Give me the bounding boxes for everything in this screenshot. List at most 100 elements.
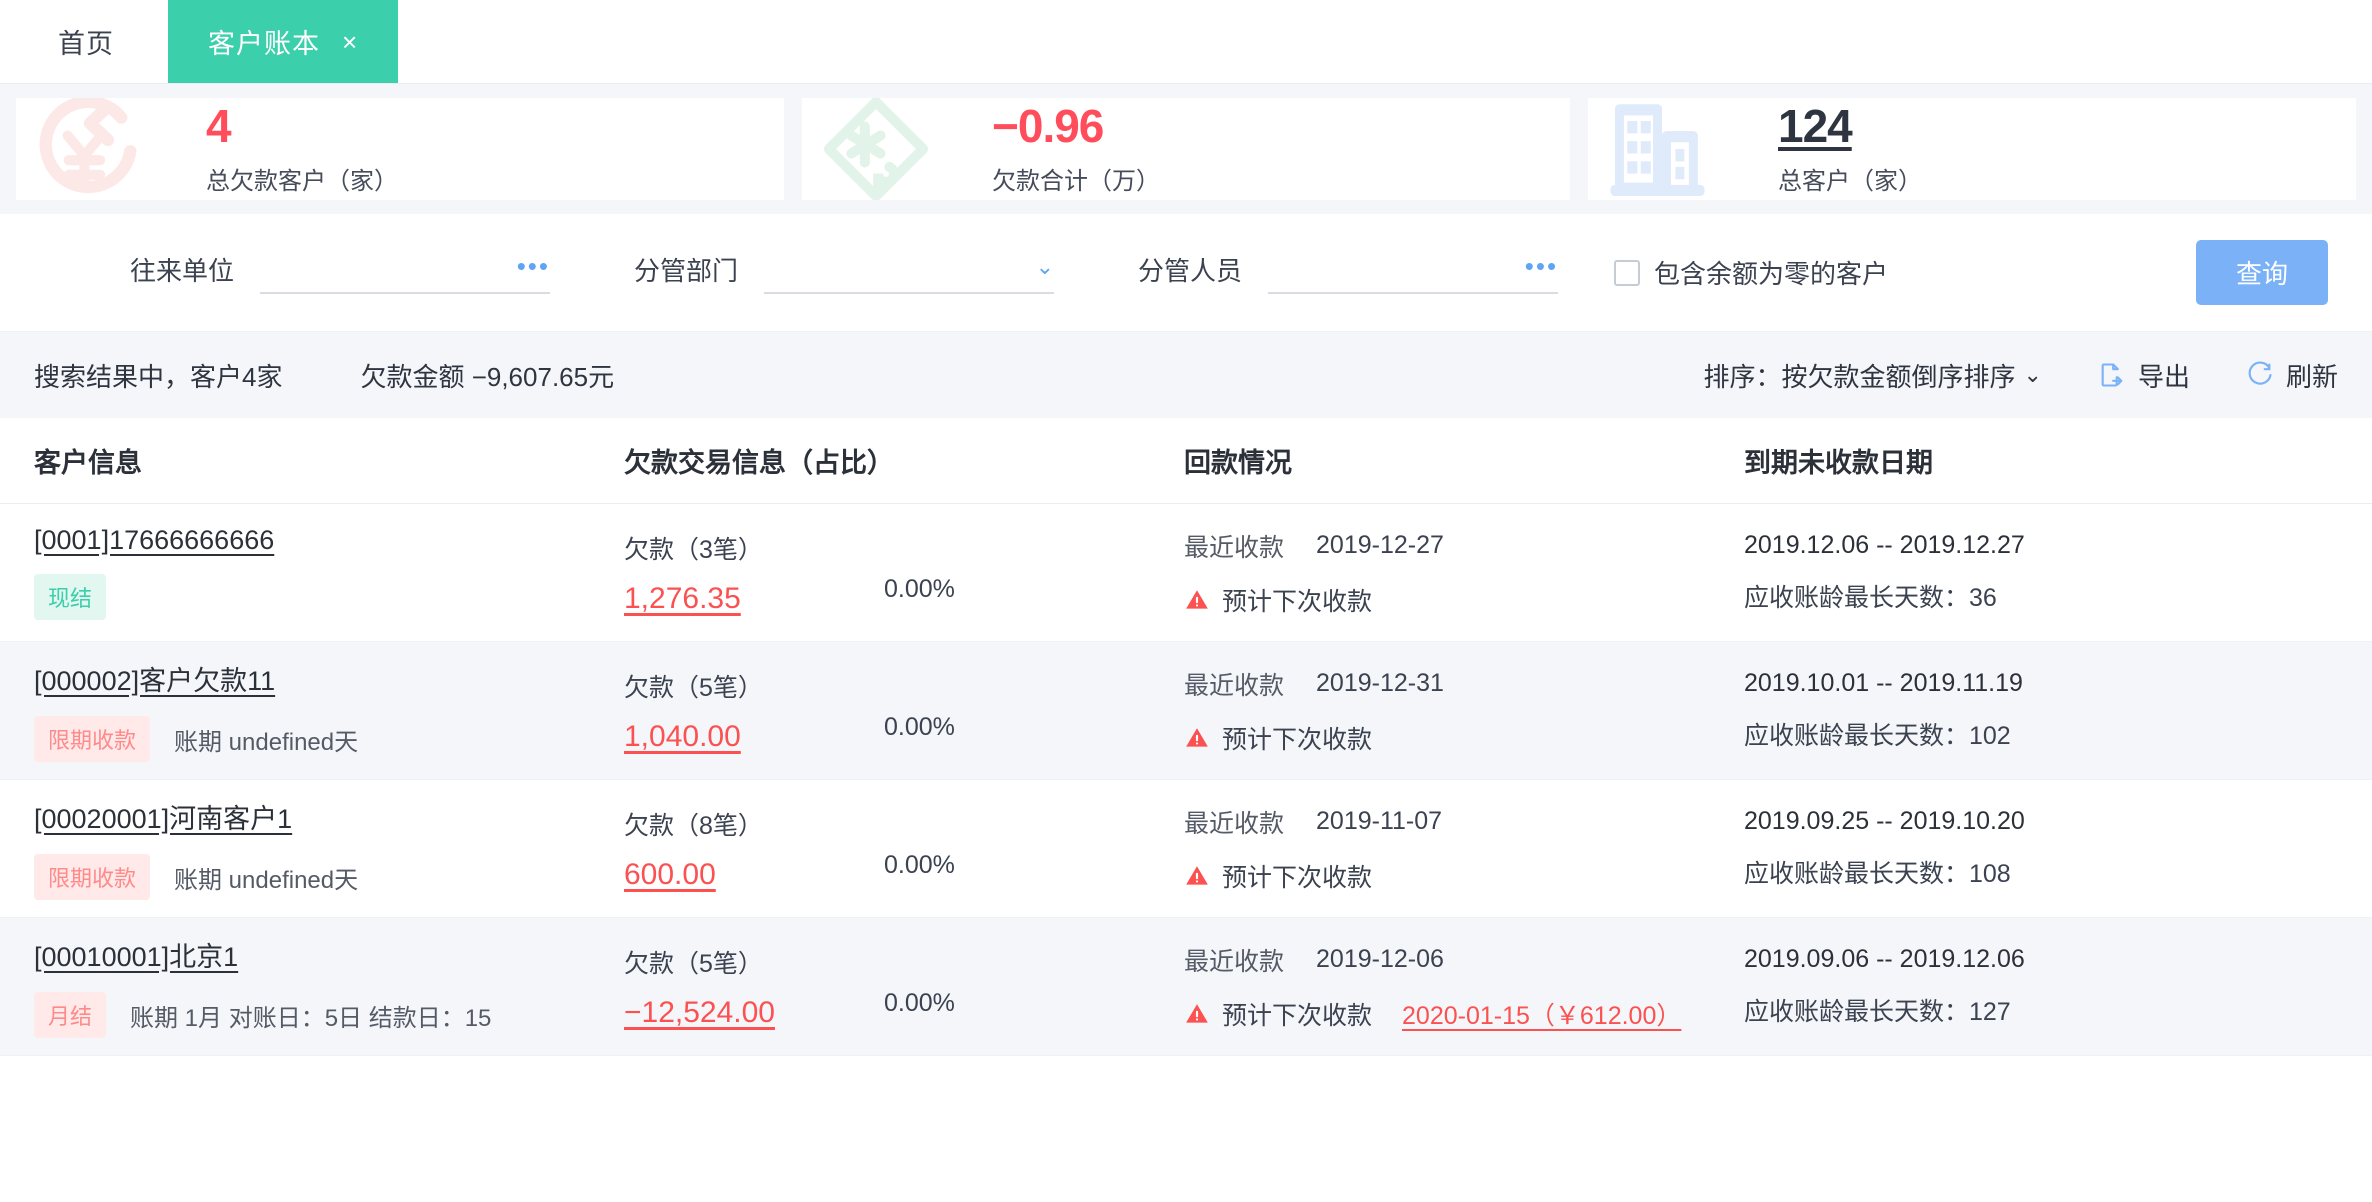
- debt-percent: 0.00%: [884, 713, 955, 741]
- filter-department-select[interactable]: ⌄: [764, 252, 1055, 294]
- customer-name-link[interactable]: [000002]客户欠款11: [34, 666, 276, 696]
- cell-customer: [00020001]河南客户1 限期收款 账期 undefined天: [34, 797, 624, 900]
- filter-bar: 往来单位 ••• 分管部门 ⌄ 分管人员 ••• 包含余额为零的客户 查询: [0, 214, 2372, 332]
- customer-meta: 限期收款 账期 undefined天: [34, 716, 624, 762]
- sort-dropdown[interactable]: 排序：按欠款金额倒序排序 ⌄: [1704, 357, 2042, 394]
- next-payment-label: 预计下次收款: [1222, 725, 1373, 754]
- warning-icon: [1186, 865, 1208, 885]
- customer-name-link[interactable]: [00010001]北京1: [34, 942, 239, 972]
- recent-payment-label: 最近收款: [1184, 533, 1285, 562]
- summary-toolbar: 排序：按欠款金额倒序排序 ⌄ 导出 刷新: [1704, 357, 2338, 394]
- filter-staff-label: 分管人员: [1138, 256, 1243, 286]
- chevron-down-icon[interactable]: ⌄: [1035, 254, 1055, 279]
- stat-card-total-debt-amount: −0.96 欠款合计（万）: [802, 98, 1570, 200]
- sort-dropdown-label: 排序：按欠款金额倒序排序: [1703, 361, 2016, 392]
- cell-debt: 欠款（5笔） −12,524.00 0.00%: [624, 944, 1184, 1030]
- filter-unit: 往来单位 •••: [130, 250, 551, 294]
- recent-payment-date: 2019-11-07: [1316, 807, 1443, 835]
- due-date-range: 2019.09.25 -- 2019.10.20: [1744, 807, 2025, 835]
- cell-debt: 欠款（5笔） 1,040.00 0.00%: [624, 668, 1184, 754]
- table-row[interactable]: [00010001]北京1 月结 账期 1月 对账日：5日 结款日：15 欠款（…: [0, 918, 2372, 1056]
- recent-payment-row: 最近收款 2019-12-27: [1184, 528, 1744, 564]
- column-header-recovery: 回款情况: [1184, 448, 1292, 478]
- tab-bar: 首页 客户账本 ×: [0, 0, 2372, 84]
- recent-payment-label: 最近收款: [1184, 809, 1285, 838]
- column-header-due: 到期未收款日期: [1744, 448, 1933, 478]
- cell-recovery: 最近收款 2019-11-07 预计下次收款: [1184, 804, 1744, 894]
- query-button[interactable]: 查询: [2195, 240, 2328, 305]
- total-debt-text: 欠款金额 −9,607.65元: [360, 361, 615, 392]
- cell-customer: [000002]客户欠款11 限期收款 账期 undefined天: [34, 659, 624, 762]
- stat-label: 欠款合计（万）: [992, 167, 1160, 195]
- ellipsis-icon[interactable]: •••: [516, 250, 551, 281]
- customer-meta: 现结: [34, 574, 624, 620]
- cell-due: 2019.09.06 -- 2019.12.06 应收账龄最长天数：127: [1744, 945, 2372, 1028]
- cell-debt: 欠款（3笔） 1,276.35 0.00%: [624, 530, 1184, 616]
- debt-count-label: 欠款（3笔）: [624, 535, 763, 564]
- debt-amount-link[interactable]: 600.00: [624, 857, 716, 891]
- customer-meta: 限期收款 账期 undefined天: [34, 854, 624, 900]
- max-aging-days: 应收账龄最长天数：108: [1744, 860, 2011, 888]
- status-badge: 限期收款: [34, 716, 151, 762]
- recent-payment-date: 2019-12-06: [1316, 945, 1444, 973]
- debt-amount-link[interactable]: −12,524.00: [624, 995, 775, 1029]
- filter-unit-input[interactable]: •••: [260, 250, 551, 294]
- debt-percent: 0.00%: [884, 989, 955, 1017]
- refresh-icon: [2248, 361, 2272, 385]
- chevron-down-icon: ⌄: [2023, 362, 2042, 387]
- stat-value: 4: [206, 100, 232, 153]
- debt-percent: 0.00%: [884, 851, 955, 879]
- customer-name-link[interactable]: [00020001]河南客户1: [34, 804, 293, 834]
- debt-block: 欠款（3笔） 1,276.35: [624, 530, 874, 616]
- customer-meta: 月结 账期 1月 对账日：5日 结款日：15: [34, 992, 624, 1038]
- export-icon: [2101, 363, 2123, 387]
- table-row[interactable]: [00020001]河南客户1 限期收款 账期 undefined天 欠款（8笔…: [0, 780, 2372, 918]
- debt-count-label: 欠款（5笔）: [624, 673, 763, 702]
- stat-label: 总客户（家）: [1778, 167, 1922, 195]
- include-zero-balance-label: 包含余额为零的客户: [1654, 259, 1889, 289]
- warning-icon: [1186, 589, 1208, 609]
- next-payment-link[interactable]: 2020-01-15（￥612.00）: [1402, 1001, 1682, 1030]
- checkbox-box[interactable]: [1614, 259, 1641, 286]
- tab-customer-ledger-label: 客户账本: [208, 29, 320, 59]
- debt-amount-link[interactable]: 1,276.35: [624, 581, 741, 615]
- cell-recovery: 最近收款 2019-12-06 预计下次收款 2020-01-15（￥612.0…: [1184, 942, 1744, 1032]
- debt-block: 欠款（5笔） 1,040.00: [624, 668, 874, 754]
- column-header-debt: 欠款交易信息（占比）: [624, 448, 894, 478]
- warning-icon: [1186, 727, 1208, 747]
- table-body: [0001]17666666666 现结 欠款（3笔） 1,276.35 0.0…: [0, 504, 2372, 1056]
- warning-icon: [1186, 1003, 1208, 1023]
- debt-amount-link[interactable]: 1,040.00: [624, 719, 741, 753]
- filter-staff-input[interactable]: •••: [1268, 250, 1559, 294]
- table-row[interactable]: [000002]客户欠款11 限期收款 账期 undefined天 欠款（5笔）…: [0, 642, 2372, 780]
- customer-name-link[interactable]: [0001]17666666666: [34, 525, 275, 555]
- stat-card-total-customers: 124 总客户（家）: [1588, 98, 2356, 200]
- summary-bar: 搜索结果中，客户4家 欠款金额 −9,607.65元 排序：按欠款金额倒序排序 …: [0, 332, 2372, 418]
- debt-count-label: 欠款（5笔）: [624, 949, 763, 978]
- filter-staff: 分管人员 •••: [1138, 250, 1559, 294]
- refresh-button[interactable]: 刷新: [2246, 357, 2338, 394]
- stat-value: −0.96: [992, 100, 1104, 153]
- close-icon[interactable]: ×: [342, 26, 359, 57]
- export-label: 导出: [2137, 361, 2190, 392]
- status-badge: 月结: [34, 992, 107, 1038]
- next-payment-label: 预计下次收款: [1222, 587, 1373, 616]
- table-header: 客户信息 欠款交易信息（占比） 回款情况 到期未收款日期: [0, 418, 2372, 504]
- filter-department: 分管部门 ⌄: [634, 251, 1055, 294]
- result-count-text: 搜索结果中，客户4家: [34, 361, 283, 392]
- stat-card-total-debt-customers: 4 总欠款客户（家）: [16, 98, 784, 200]
- max-aging-days: 应收账龄最长天数：102: [1744, 722, 2011, 750]
- recent-payment-label: 最近收款: [1184, 947, 1285, 976]
- customer-terms-text: 账期 1月 对账日：5日 结款日：15: [130, 1004, 492, 1032]
- include-zero-balance-checkbox[interactable]: 包含余额为零的客户: [1614, 254, 1888, 291]
- tab-customer-ledger[interactable]: 客户账本 ×: [168, 0, 399, 83]
- ellipsis-icon[interactable]: •••: [1524, 250, 1559, 281]
- export-button[interactable]: 导出: [2098, 357, 2190, 394]
- debt-block: 欠款（8笔） 600.00: [624, 806, 874, 892]
- cell-debt: 欠款（8笔） 600.00 0.00%: [624, 806, 1184, 892]
- debt-percent: 0.00%: [884, 575, 955, 603]
- status-badge: 现结: [34, 574, 107, 620]
- table-row[interactable]: [0001]17666666666 现结 欠款（3笔） 1,276.35 0.0…: [0, 504, 2372, 642]
- tab-home[interactable]: 首页: [18, 0, 154, 83]
- building-icon: [1610, 104, 1705, 197]
